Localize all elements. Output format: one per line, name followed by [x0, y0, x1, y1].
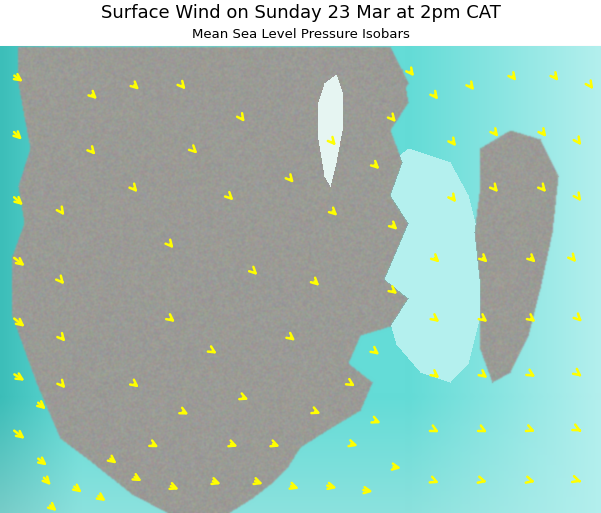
Text: Mean Sea Level Pressure Isobars: Mean Sea Level Pressure Isobars: [192, 28, 409, 41]
Text: Surface Wind on Sunday 23 Mar at 2pm CAT: Surface Wind on Sunday 23 Mar at 2pm CAT: [100, 4, 501, 22]
